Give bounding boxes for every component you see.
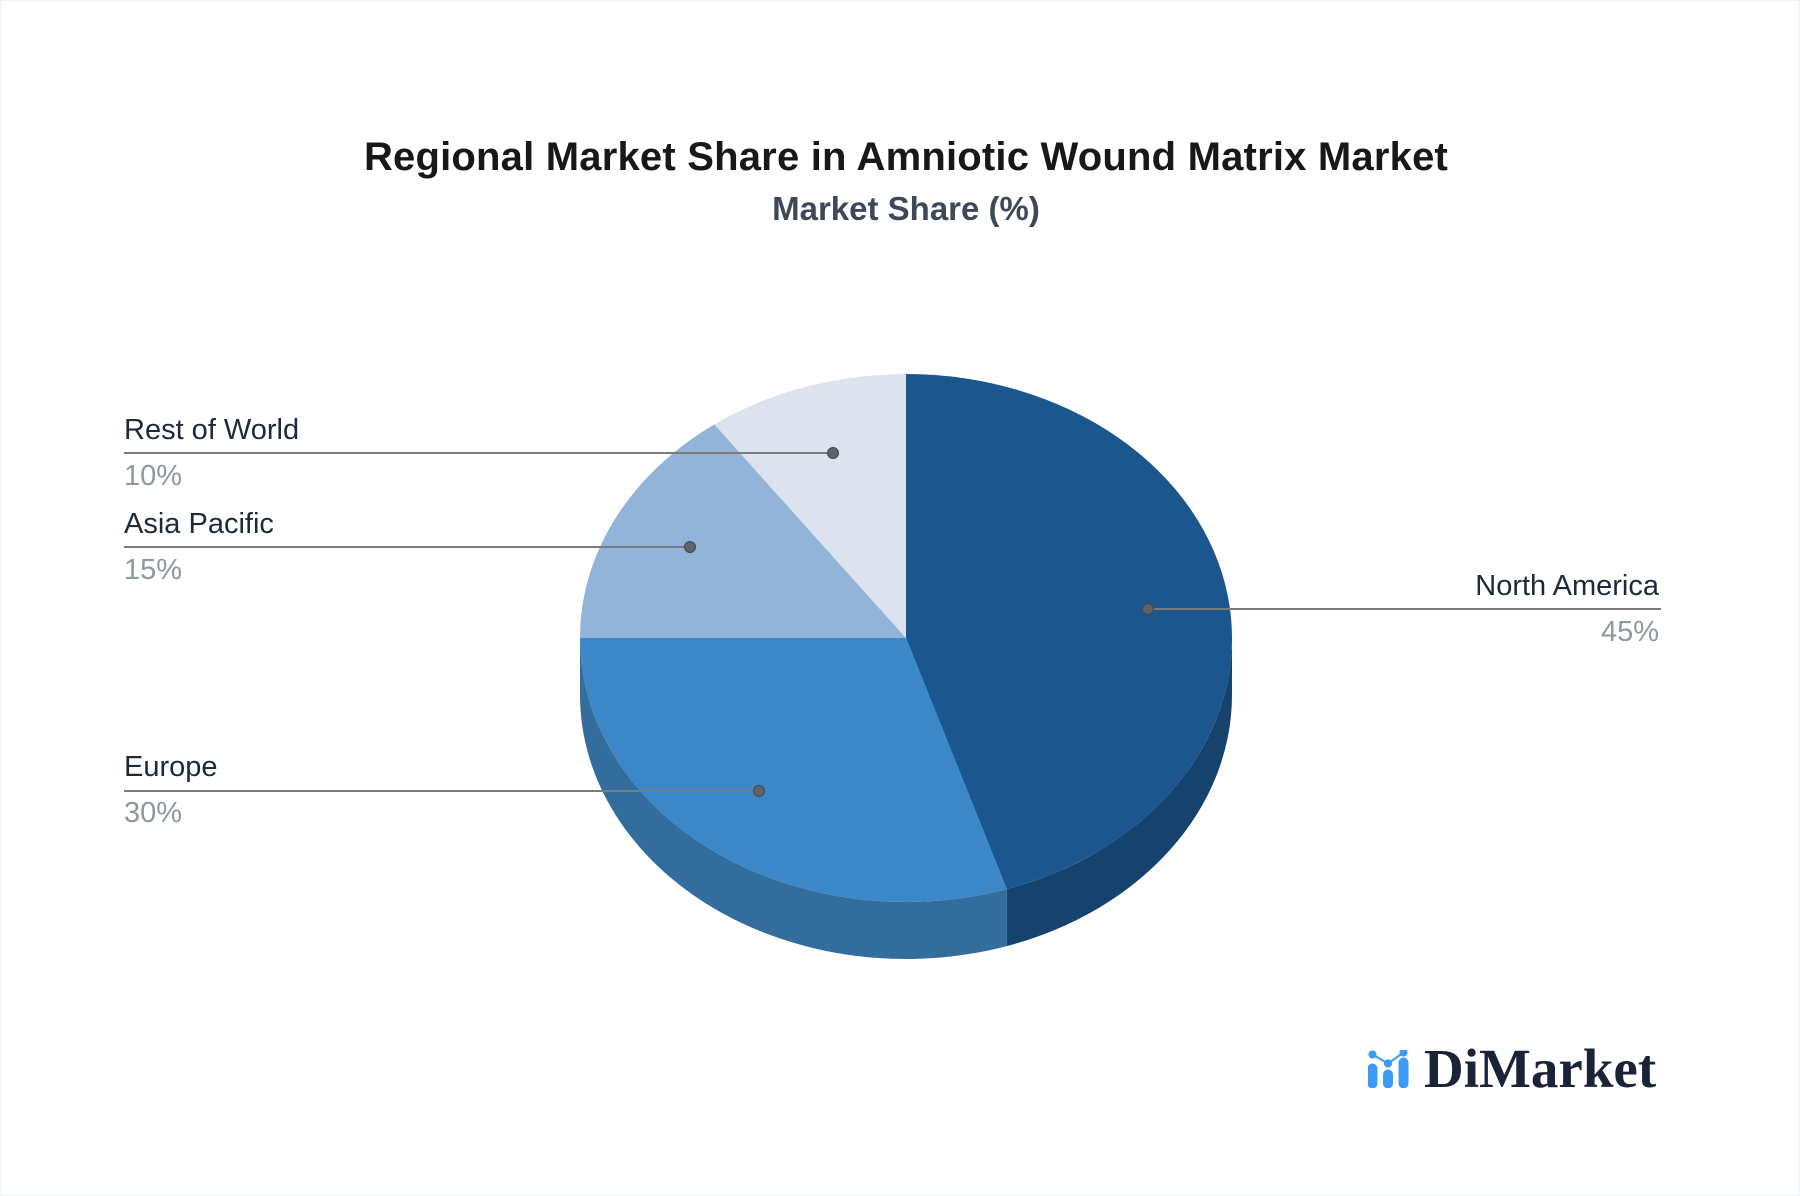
pie-slice-north-america bbox=[906, 374, 1233, 890]
leader-dot-europe bbox=[753, 785, 765, 797]
slice-label-europe: Europe bbox=[124, 751, 218, 783]
slice-label-north-america: North America bbox=[1475, 570, 1659, 602]
pie-slice-asia-pacific bbox=[580, 424, 906, 638]
slice-percent-asia-pacific: 15% bbox=[124, 554, 183, 586]
chart-subtitle: Market Share (%) bbox=[772, 190, 1040, 227]
pie-slice-rest-of-world bbox=[714, 374, 906, 638]
slice-percent-europe: 30% bbox=[124, 797, 183, 829]
slice-label-asia-pacific: Asia Pacific bbox=[124, 508, 274, 540]
leader-dot-north-america bbox=[1142, 603, 1154, 615]
dimarket-logo-text: DiMarket bbox=[1424, 1038, 1657, 1099]
leader-dot-asia-pacific bbox=[684, 541, 696, 553]
dimarket-logo-icon bbox=[1368, 1049, 1409, 1088]
callout-europe: Europe 30% bbox=[124, 750, 218, 830]
callout-rest-of-world: Rest of World 10% bbox=[124, 413, 299, 493]
callout-north-america: North America 45% bbox=[1475, 569, 1659, 649]
dimarket-logo: DiMarket bbox=[1368, 1041, 1656, 1096]
slice-label-rest-of-world: Rest of World bbox=[124, 414, 300, 446]
chart-title: Regional Market Share in Amniotic Wound … bbox=[363, 135, 1449, 179]
leader-dot-rest-of-world bbox=[827, 447, 839, 459]
slice-percent-rest-of-world: 10% bbox=[124, 460, 183, 492]
callout-asia-pacific: Asia Pacific 15% bbox=[124, 507, 274, 587]
pie-slice-side-europe bbox=[580, 638, 1007, 959]
slice-percent-north-america: 45% bbox=[1600, 616, 1659, 648]
pie-slice-side-north-america bbox=[1006, 638, 1232, 947]
pie-slice-europe bbox=[580, 638, 1007, 902]
